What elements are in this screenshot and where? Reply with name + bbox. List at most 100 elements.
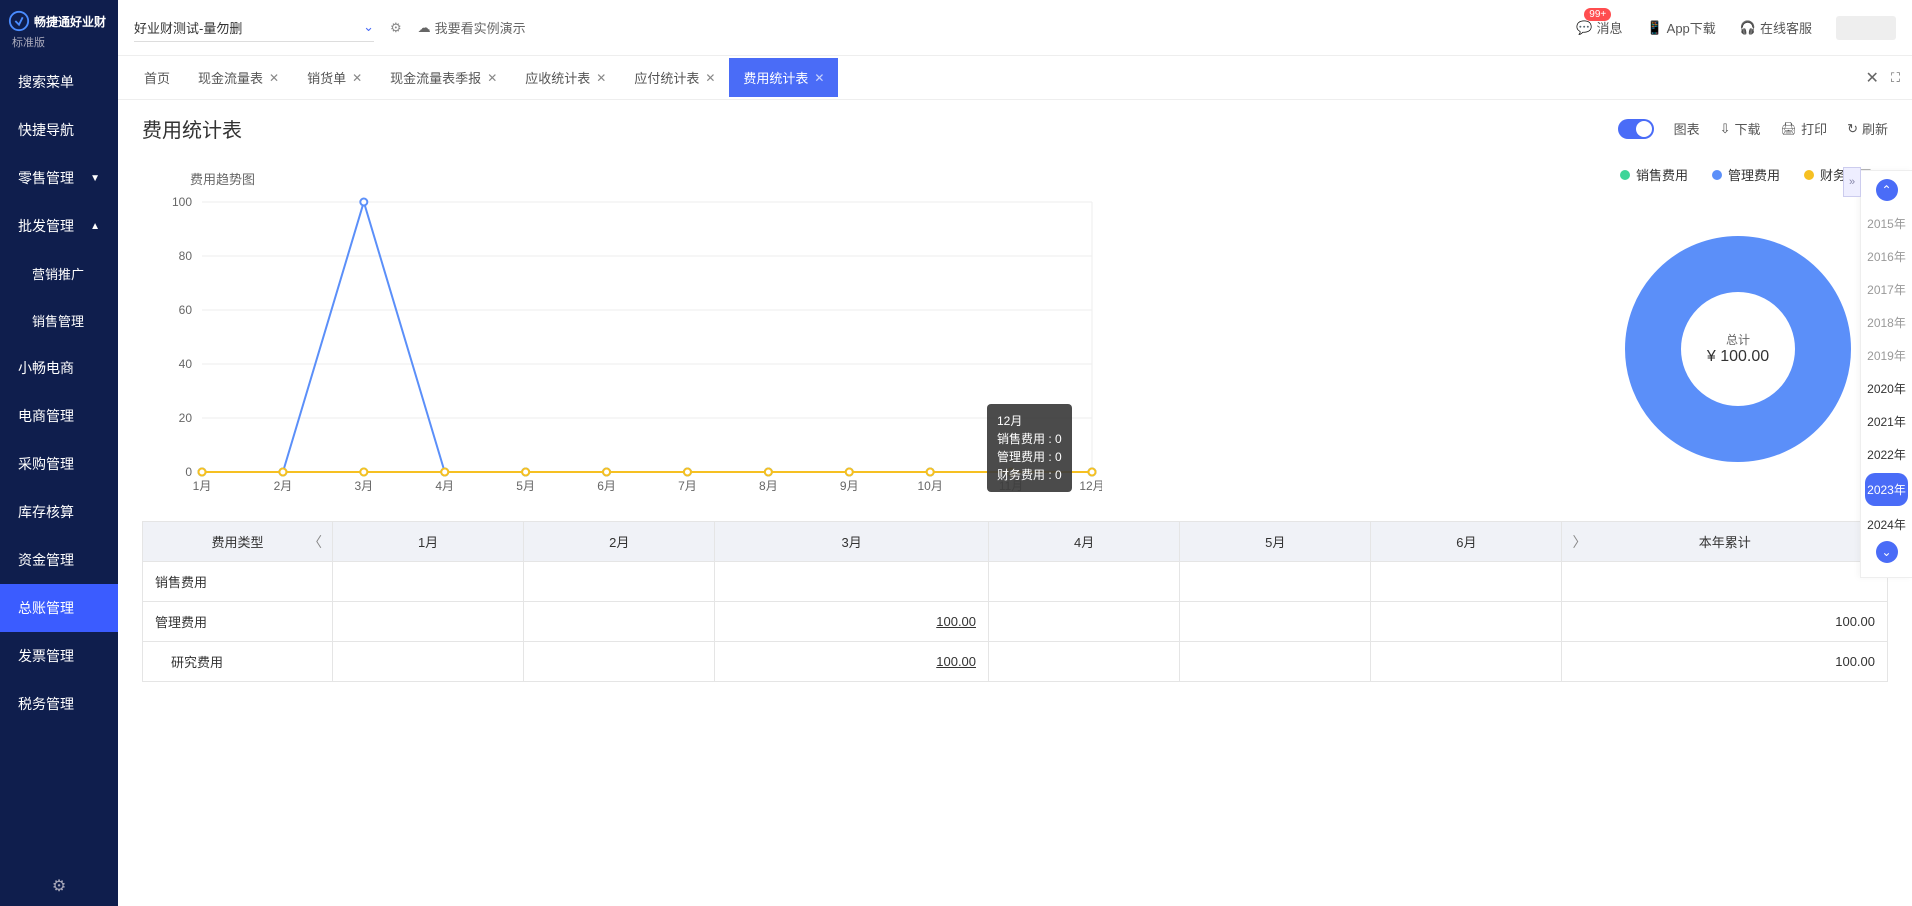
- tab[interactable]: 应付统计表✕: [620, 58, 729, 97]
- tab[interactable]: 费用统计表✕: [729, 58, 838, 97]
- sidebar-item[interactable]: 批发管理▲: [0, 202, 118, 250]
- fullscreen-icon[interactable]: ⛶: [1891, 70, 1900, 86]
- tab-close-all-icon[interactable]: ✕: [1865, 68, 1878, 88]
- cell-total: [1562, 562, 1888, 602]
- tab-close-icon[interactable]: ✕: [596, 71, 606, 85]
- donut-center-value: ¥ 100.00: [1707, 348, 1769, 366]
- line-chart-svg: 0204060801001月2月3月4月5月6月7月8月9月10月11月12月: [142, 192, 1102, 502]
- message-button[interactable]: 99+ 💬 消息: [1576, 18, 1622, 37]
- org-settings-icon[interactable]: ⚙: [390, 20, 402, 36]
- year-option[interactable]: 2018年: [1861, 306, 1912, 339]
- sidebar-item[interactable]: 资金管理: [0, 536, 118, 584]
- year-scroll-up-icon[interactable]: ⌃: [1876, 179, 1898, 201]
- sidebar-item[interactable]: 小畅电商: [0, 344, 118, 392]
- svg-text:8月: 8月: [759, 479, 778, 493]
- settings-gear-icon[interactable]: ⚙: [52, 878, 66, 895]
- year-option[interactable]: 2017年: [1861, 273, 1912, 306]
- demo-link[interactable]: ☁ 我要看实例演示: [418, 18, 526, 37]
- sidebar-item[interactable]: 快捷导航: [0, 106, 118, 154]
- table-scroll-left-icon[interactable]: 〈: [302, 532, 328, 552]
- th-month: 3月: [715, 522, 989, 562]
- tab[interactable]: 应收统计表✕: [511, 58, 620, 97]
- cell-value: [1371, 562, 1562, 602]
- svg-text:11月: 11月: [999, 479, 1023, 493]
- cell-type: 销售费用: [143, 562, 333, 602]
- cell-value: [333, 562, 524, 602]
- sidebar-item[interactable]: 发票管理: [0, 632, 118, 680]
- cell-value[interactable]: 100.00: [715, 602, 989, 642]
- message-icon: 💬: [1576, 20, 1592, 36]
- sidebar-item[interactable]: 库存核算: [0, 488, 118, 536]
- tab-close-icon[interactable]: ✕: [487, 71, 497, 85]
- sidebar: 畅捷通好业财 标准版 搜索菜单快捷导航零售管理▼批发管理▲营销推广销售管理小畅电…: [0, 0, 118, 906]
- svg-text:7月: 7月: [678, 479, 697, 493]
- table-scroll-right-icon[interactable]: 〉: [1566, 532, 1592, 552]
- service-button[interactable]: 🎧 在线客服: [1740, 18, 1812, 37]
- tab[interactable]: 现金流量表季报✕: [376, 58, 511, 97]
- year-option[interactable]: 2019年: [1861, 339, 1912, 372]
- year-option[interactable]: 2015年: [1861, 207, 1912, 240]
- sidebar-item[interactable]: 总账管理: [0, 584, 118, 632]
- year-option[interactable]: 2022年: [1861, 438, 1912, 471]
- cell-value[interactable]: 100.00: [715, 642, 989, 682]
- refresh-button[interactable]: ↻刷新: [1847, 119, 1888, 138]
- sidebar-item[interactable]: 营销推广: [0, 250, 118, 297]
- sidebar-item[interactable]: 搜索菜单: [0, 58, 118, 106]
- sidebar-item[interactable]: 零售管理▼: [0, 154, 118, 202]
- org-selector[interactable]: 好业财测试-量勿删 ⌄: [134, 14, 374, 42]
- nav: 搜索菜单快捷导航零售管理▼批发管理▲营销推广销售管理小畅电商电商管理采购管理库存…: [0, 58, 118, 866]
- cell-value: [715, 562, 989, 602]
- tab-close-icon[interactable]: ✕: [269, 71, 279, 85]
- expense-table: 费用类型〈1月2月3月4月5月6月〉本年累计 销售费用管理费用100.00100…: [142, 521, 1888, 682]
- svg-text:2月: 2月: [274, 479, 293, 493]
- cell-value: [989, 642, 1180, 682]
- year-option[interactable]: 2020年: [1861, 372, 1912, 405]
- tab[interactable]: 首页: [130, 58, 184, 97]
- year-option[interactable]: 2024年: [1861, 508, 1912, 541]
- tab-close-icon[interactable]: ✕: [352, 71, 362, 85]
- svg-text:1月: 1月: [193, 479, 212, 493]
- year-option[interactable]: 2023年: [1865, 473, 1908, 506]
- phone-icon: 📱: [1646, 20, 1662, 36]
- avatar[interactable]: [1836, 16, 1896, 40]
- print-button[interactable]: 🖨打印: [1781, 119, 1828, 138]
- th-month: 2月: [524, 522, 715, 562]
- year-rail-expand-icon[interactable]: »: [1843, 167, 1861, 197]
- year-option[interactable]: 2021年: [1861, 405, 1912, 438]
- table-row: 研究费用100.00100.00: [143, 642, 1888, 682]
- tab-close-icon[interactable]: ✕: [814, 71, 824, 85]
- page-title: 费用统计表: [142, 114, 242, 143]
- tab[interactable]: 销货单✕: [293, 58, 376, 97]
- chart-toggle[interactable]: [1618, 119, 1654, 139]
- svg-text:9月: 9月: [840, 479, 859, 493]
- sidebar-item[interactable]: 采购管理: [0, 440, 118, 488]
- legend-item[interactable]: 销售费用: [1620, 165, 1688, 184]
- year-scroll-down-icon[interactable]: ⌄: [1876, 541, 1898, 563]
- download-icon: ⇩: [1720, 121, 1731, 137]
- chart-panel: 费用趋势图 销售费用管理费用财务费用 0204060801001月2月3月4月5…: [118, 157, 1912, 521]
- download-button[interactable]: ⇩下载: [1720, 119, 1761, 138]
- year-option[interactable]: 2016年: [1861, 240, 1912, 273]
- svg-text:0: 0: [185, 465, 192, 479]
- th-month: 5月: [1180, 522, 1371, 562]
- tab[interactable]: 现金流量表✕: [184, 58, 293, 97]
- app-download-button[interactable]: 📱 App下载: [1646, 18, 1715, 37]
- cell-type: 研究费用: [143, 642, 333, 682]
- table-row: 管理费用100.00100.00: [143, 602, 1888, 642]
- svg-text:40: 40: [179, 357, 193, 371]
- svg-text:10月: 10月: [918, 479, 943, 493]
- svg-text:12月: 12月: [1079, 479, 1102, 493]
- cell-type: 管理费用: [143, 602, 333, 642]
- svg-text:100: 100: [172, 195, 192, 209]
- legend-item[interactable]: 管理费用: [1712, 165, 1780, 184]
- message-badge: 99+: [1584, 8, 1611, 21]
- sidebar-item[interactable]: 电商管理: [0, 392, 118, 440]
- topbar: 好业财测试-量勿删 ⌄ ⚙ ☁ 我要看实例演示 99+ 💬 消息 📱 App下载: [118, 0, 1912, 56]
- sidebar-item[interactable]: 税务管理: [0, 680, 118, 728]
- sidebar-item[interactable]: 销售管理: [0, 297, 118, 344]
- svg-text:6月: 6月: [597, 479, 616, 493]
- sidebar-footer: ⚙: [0, 866, 118, 906]
- tab-close-icon[interactable]: ✕: [705, 71, 715, 85]
- cell-value: [1180, 642, 1371, 682]
- brand-edition: 标准版: [0, 34, 118, 58]
